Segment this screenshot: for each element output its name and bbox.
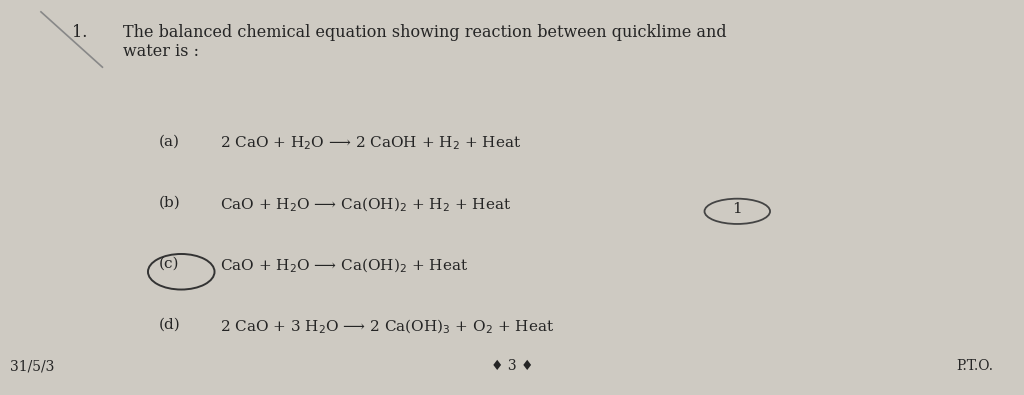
Text: (b): (b) — [159, 196, 180, 209]
Text: 2 CaO + H$_2$O ⟶ 2 CaOH + H$_2$ + Heat: 2 CaO + H$_2$O ⟶ 2 CaOH + H$_2$ + Heat — [220, 134, 521, 152]
Text: 2 CaO + 3 H$_2$O ⟶ 2 Ca(OH)$_3$ + O$_2$ + Heat: 2 CaO + 3 H$_2$O ⟶ 2 Ca(OH)$_3$ + O$_2$ … — [220, 318, 554, 337]
Text: 31/5/3: 31/5/3 — [10, 359, 54, 373]
Text: The balanced chemical equation showing reaction between quicklime and
water is :: The balanced chemical equation showing r… — [123, 24, 726, 60]
Text: CaO + H$_2$O ⟶ Ca(OH)$_2$ + H$_2$ + Heat: CaO + H$_2$O ⟶ Ca(OH)$_2$ + H$_2$ + Heat — [220, 196, 512, 214]
Text: P.T.O.: P.T.O. — [956, 359, 993, 373]
Text: (a): (a) — [159, 134, 180, 148]
Text: (d): (d) — [159, 318, 180, 332]
Text: CaO + H$_2$O ⟶ Ca(OH)$_2$ + Heat: CaO + H$_2$O ⟶ Ca(OH)$_2$ + Heat — [220, 257, 468, 275]
Text: (c): (c) — [159, 257, 179, 271]
Text: 1: 1 — [732, 202, 742, 216]
Text: ♦ 3 ♦: ♦ 3 ♦ — [490, 359, 534, 373]
Text: 1.: 1. — [72, 24, 87, 41]
